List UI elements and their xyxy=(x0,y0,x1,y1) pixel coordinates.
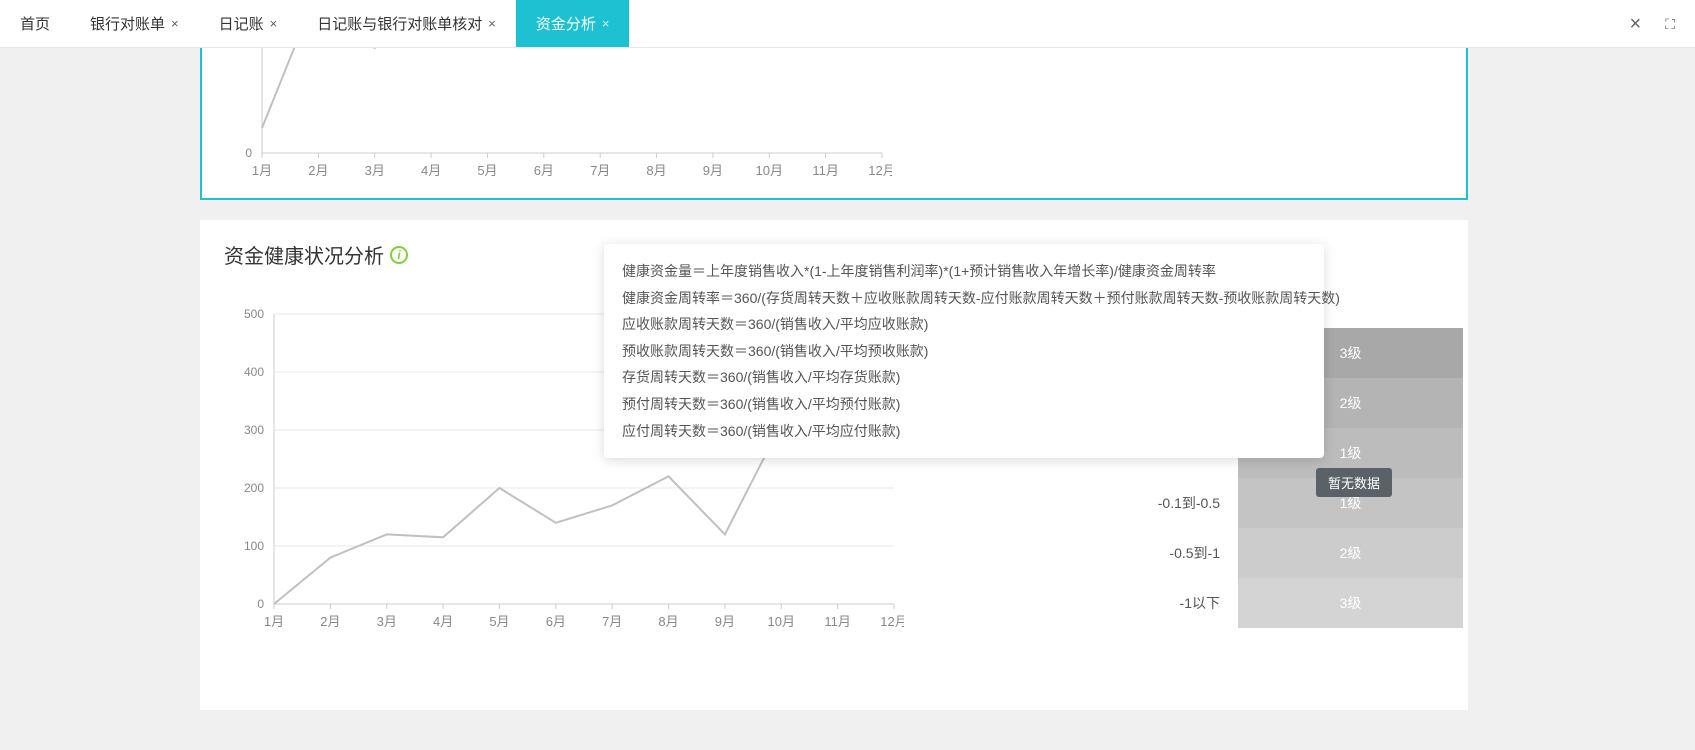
svg-text:8月: 8月 xyxy=(646,163,666,178)
svg-text:100: 100 xyxy=(244,539,264,553)
close-all-tabs-icon[interactable]: × xyxy=(1630,13,1642,36)
svg-text:400: 400 xyxy=(244,365,264,379)
svg-text:2月: 2月 xyxy=(308,163,328,178)
tab-label: 日记账与银行对账单核对 xyxy=(317,13,482,34)
tab-label: 首页 xyxy=(20,13,50,34)
tab-首页[interactable]: 首页 xyxy=(0,0,70,47)
tooltip-line: 预收账款周转天数＝360/(销售收入/平均预收账款) xyxy=(622,338,1306,365)
svg-text:12月: 12月 xyxy=(868,163,892,178)
no-data-badge: 暂无数据 xyxy=(1316,468,1392,497)
svg-text:9月: 9月 xyxy=(703,163,723,178)
level-range-label: -1以下 xyxy=(1078,578,1238,628)
level-range-label: -0.1到-0.5 xyxy=(1078,478,1238,528)
svg-text:11月: 11月 xyxy=(824,614,851,629)
svg-text:1月: 1月 xyxy=(264,614,284,629)
svg-text:3月: 3月 xyxy=(377,614,397,629)
svg-text:2月: 2月 xyxy=(320,614,340,629)
svg-text:500: 500 xyxy=(244,309,264,321)
tooltip-line: 应收账款周转天数＝360/(销售收入/平均应收账款) xyxy=(622,311,1306,338)
tabbar-right-controls: × ⛶ xyxy=(1630,0,1676,48)
tab-label: 日记账 xyxy=(219,13,264,34)
top-chart-card: 01月 2月 3月 4月 5月 6月 7月 8月 9月 10月 11月 12月 xyxy=(200,48,1468,200)
tooltip-line: 应付周转天数＝360/(销售收入/平均应付账款) xyxy=(622,418,1306,445)
tab-日记账与银行对账单核对[interactable]: 日记账与银行对账单核对 × xyxy=(297,0,516,47)
tab-资金分析[interactable]: 资金分析 × xyxy=(516,0,630,47)
svg-text:5月: 5月 xyxy=(489,614,509,629)
svg-text:7月: 7月 xyxy=(590,163,610,178)
svg-text:11月: 11月 xyxy=(812,163,839,178)
formula-tooltip: 健康资金量＝上年度销售收入*(1-上年度销售利润率)*(1+预计销售收入年增长率… xyxy=(604,244,1324,458)
svg-text:9月: 9月 xyxy=(715,614,735,629)
chart-svg: 01月 2月 3月 4月 5月 6月 7月 8月 9月 10月 11月 12月 xyxy=(212,48,892,188)
tooltip-line: 存货周转天数＝360/(销售收入/平均存货账款) xyxy=(622,364,1306,391)
svg-text:6月: 6月 xyxy=(546,614,566,629)
info-icon[interactable]: i xyxy=(390,246,408,264)
svg-text:10月: 10月 xyxy=(768,614,795,629)
svg-text:3月: 3月 xyxy=(365,163,385,178)
level-row: -0.5到-12级 xyxy=(1078,528,1468,578)
level-range-label: -0.5到-1 xyxy=(1078,528,1238,578)
fullscreen-icon[interactable]: ⛶ xyxy=(1665,16,1675,33)
tab-close-icon[interactable]: × xyxy=(488,16,496,31)
health-analysis-card: 资金健康状况分析 i 健康资金量＝上年度销售收入*(1-上年度销售利润率)*(1… xyxy=(200,220,1468,710)
page-content: 01月2月3月4月5月6月7月8月9月10月11月12月 资金健康状况分析 i … xyxy=(0,48,1695,710)
tab-日记账[interactable]: 日记账 × xyxy=(199,0,298,47)
svg-text:200: 200 xyxy=(244,481,264,495)
tab-close-icon[interactable]: × xyxy=(270,16,278,31)
svg-text:1月: 1月 xyxy=(252,163,272,178)
svg-text:5月: 5月 xyxy=(477,163,497,178)
tab-close-icon[interactable]: × xyxy=(171,16,179,31)
top-chart: 01月 2月 3月 4月 5月 6月 7月 8月 9月 10月 11月 12月 xyxy=(212,48,892,188)
tab-label: 银行对账单 xyxy=(90,13,165,34)
tooltip-line: 健康资金周转率＝360/(存货周转天数＋应收账款周转天数-应付账款周转天数＋预付… xyxy=(622,285,1306,312)
svg-text:7月: 7月 xyxy=(602,614,622,629)
section-title-text: 资金健康状况分析 xyxy=(224,240,384,269)
level-row: -0.1到-0.51级 xyxy=(1078,478,1468,528)
svg-text:0: 0 xyxy=(245,146,252,160)
tab-bar: 首页 银行对账单 × 日记账 × 日记账与银行对账单核对 × 资金分析 × × ⛶ xyxy=(0,0,1695,48)
level-bar: 2级 xyxy=(1238,528,1463,578)
tooltip-line: 健康资金量＝上年度销售收入*(1-上年度销售利润率)*(1+预计销售收入年增长率… xyxy=(622,258,1306,285)
tooltip-line: 预付周转天数＝360/(销售收入/平均预付账款) xyxy=(622,391,1306,418)
svg-text:0: 0 xyxy=(257,597,264,611)
svg-text:300: 300 xyxy=(244,423,264,437)
svg-text:6月: 6月 xyxy=(534,163,554,178)
svg-text:8月: 8月 xyxy=(658,614,678,629)
svg-text:4月: 4月 xyxy=(421,163,441,178)
tab-close-icon[interactable]: × xyxy=(602,16,610,31)
tab-label: 资金分析 xyxy=(536,13,596,34)
svg-text:12月: 12月 xyxy=(880,614,904,629)
svg-text:4月: 4月 xyxy=(433,614,453,629)
level-row: -1以下3级 xyxy=(1078,578,1468,628)
tab-银行对账单[interactable]: 银行对账单 × xyxy=(70,0,199,47)
level-bar: 3级 xyxy=(1238,578,1463,628)
svg-text:10月: 10月 xyxy=(756,163,783,178)
